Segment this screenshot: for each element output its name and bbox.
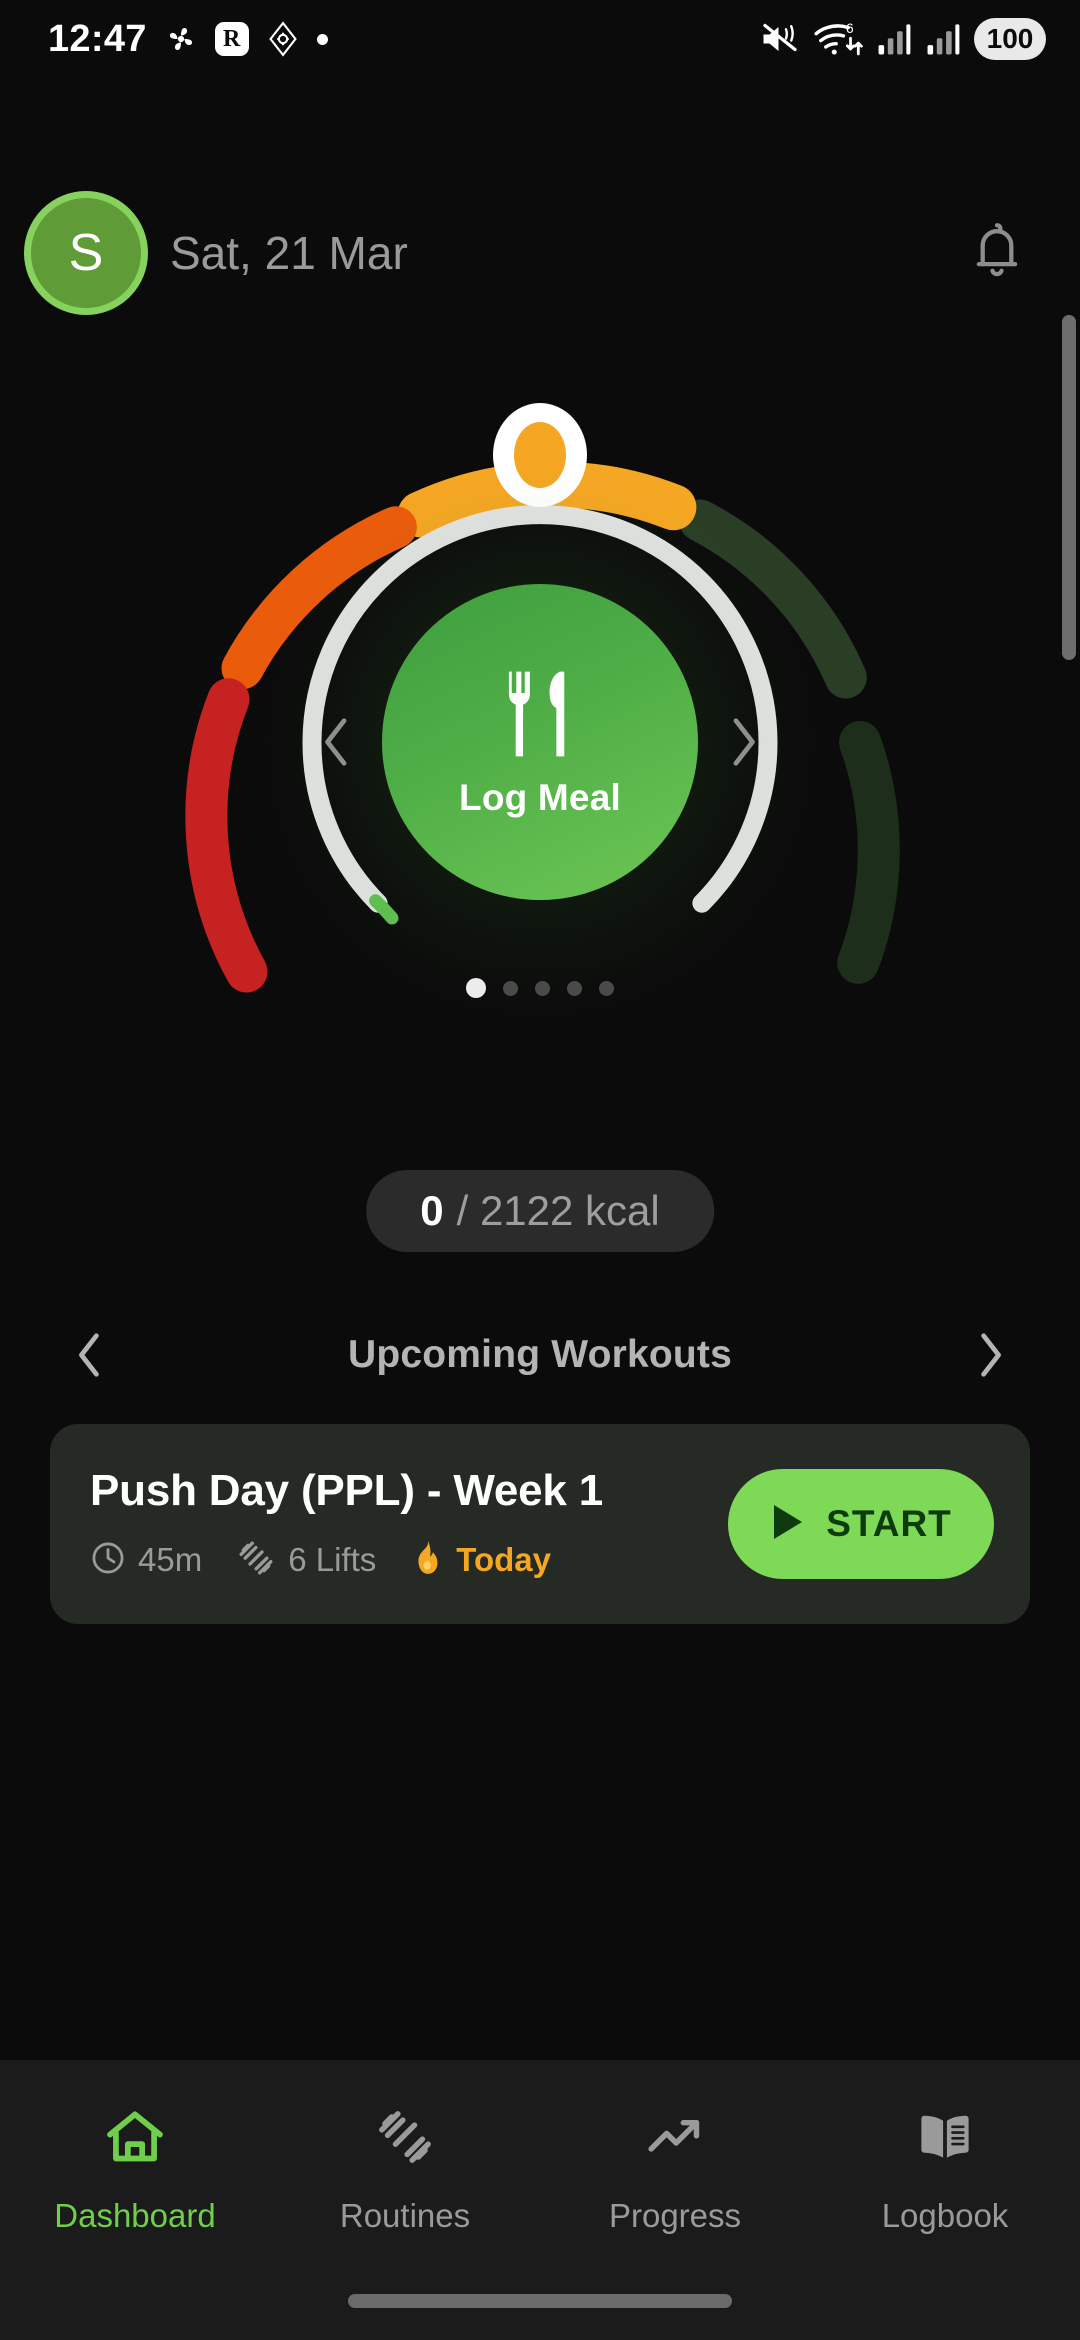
dumbbell-icon <box>236 1538 276 1583</box>
diamond-icon <box>266 21 300 57</box>
page-scrollbar[interactable] <box>1062 315 1076 660</box>
page-dot-5[interactable] <box>599 980 614 996</box>
gauge-knob <box>493 403 587 507</box>
progress-track <box>302 505 778 913</box>
nav-item-logbook[interactable]: Logbook <box>810 2108 1080 2235</box>
nav-label-dashboard: Dashboard <box>54 2197 216 2234</box>
workout-meta: 45m 6 Lifts <box>90 1538 728 1583</box>
bell-icon <box>968 220 1026 287</box>
status-clock: 12:47 <box>48 17 147 60</box>
section-title: Upcoming Workouts <box>347 1333 732 1376</box>
play-icon <box>770 1502 806 1547</box>
dumbbell-icon <box>374 2108 436 2171</box>
segment-dim-green-upper <box>679 499 867 699</box>
page-dot-2[interactable] <box>503 980 518 996</box>
flame-icon <box>410 1539 444 1582</box>
nav-label-progress: Progress <box>608 2197 742 2234</box>
home-icon <box>104 2108 166 2171</box>
gauge-prev-button[interactable] <box>310 715 364 769</box>
workout-duration: 45m <box>90 1540 202 1581</box>
battery-indicator: 100 <box>974 18 1046 60</box>
log-meal-label: Log Meal <box>459 776 621 818</box>
workout-duration-text: 45m <box>138 1541 203 1578</box>
nav-item-progress[interactable]: Progress <box>540 2108 810 2235</box>
wifi-6-icon: 6 <box>813 20 863 58</box>
carousel-page-dots[interactable] <box>466 978 614 998</box>
log-meal-button[interactable]: Log Meal <box>382 584 698 900</box>
nav-item-dashboard[interactable]: Dashboard <box>0 2108 270 2235</box>
calories-current: 0 <box>420 1187 444 1234</box>
workout-when-text: Today <box>456 1541 551 1578</box>
workout-card-info: Push Day (PPL) - Week 1 45m <box>90 1466 728 1583</box>
mute-icon <box>760 21 800 57</box>
fork-knife-icon <box>497 666 583 767</box>
page-dot-3[interactable] <box>535 980 550 996</box>
chevron-right-icon <box>733 718 755 766</box>
workout-card[interactable]: Push Day (PPL) - Week 1 45m <box>50 1424 1030 1624</box>
progress-value <box>369 894 399 925</box>
nav-item-routines[interactable]: Routines <box>270 2108 540 2235</box>
gauge-arcs <box>185 403 900 993</box>
signal-2-icon <box>925 22 961 56</box>
calories-goal: / 2122 kcal <box>456 1187 660 1234</box>
chevron-right-icon <box>981 1333 1001 1377</box>
status-bar: 12:47 R <box>0 0 1080 78</box>
page-dot-4[interactable] <box>567 980 582 996</box>
workout-lifts: 6 Lifts <box>236 1538 376 1583</box>
nav-label-logbook: Logbook <box>881 2197 1009 2234</box>
bottom-navigation: Dashboard Routines Progress <box>0 2060 1080 2340</box>
segment-dim-green-lower <box>837 721 900 984</box>
segment-red <box>185 678 268 993</box>
workout-when: Today <box>410 1539 551 1582</box>
upcoming-prev-button[interactable] <box>64 1329 116 1381</box>
clock-icon <box>90 1540 126 1581</box>
status-bar-right: 6 10 <box>760 18 1046 60</box>
workout-lifts-text: 6 Lifts <box>288 1541 377 1578</box>
chevron-left-icon <box>325 718 347 766</box>
notifications-button[interactable] <box>954 210 1040 296</box>
home-indicator[interactable] <box>348 2294 732 2308</box>
svg-text:6: 6 <box>846 20 854 36</box>
segment-orange-red <box>221 506 417 690</box>
open-book-icon <box>914 2108 976 2171</box>
chevron-left-icon <box>79 1333 99 1377</box>
r-badge-icon: R <box>214 22 249 56</box>
calorie-summary-pill[interactable]: 0 / 2122 kcal <box>366 1170 714 1252</box>
upcoming-workouts-header: Upcoming Workouts <box>0 1315 1080 1395</box>
signal-1-icon <box>876 22 912 56</box>
trending-up-icon <box>644 2108 706 2171</box>
upcoming-next-button[interactable] <box>964 1329 1016 1381</box>
date-label: Sat, 21 Mar <box>170 227 408 279</box>
avatar[interactable]: S <box>24 191 148 315</box>
start-workout-button[interactable]: START <box>728 1469 994 1579</box>
status-bar-left: 12:47 R <box>48 18 328 61</box>
gauge-next-button[interactable] <box>716 715 770 769</box>
calorie-gauge: Log Meal <box>0 340 1080 1160</box>
dot-icon <box>316 33 328 45</box>
page-dot-1[interactable] <box>466 978 486 998</box>
workout-title: Push Day (PPL) - Week 1 <box>90 1465 603 1515</box>
start-button-label: START <box>826 1503 952 1544</box>
fan-icon <box>164 22 198 56</box>
app-header: S Sat, 21 Mar <box>0 188 1080 318</box>
nav-label-routines: Routines <box>339 2197 471 2234</box>
